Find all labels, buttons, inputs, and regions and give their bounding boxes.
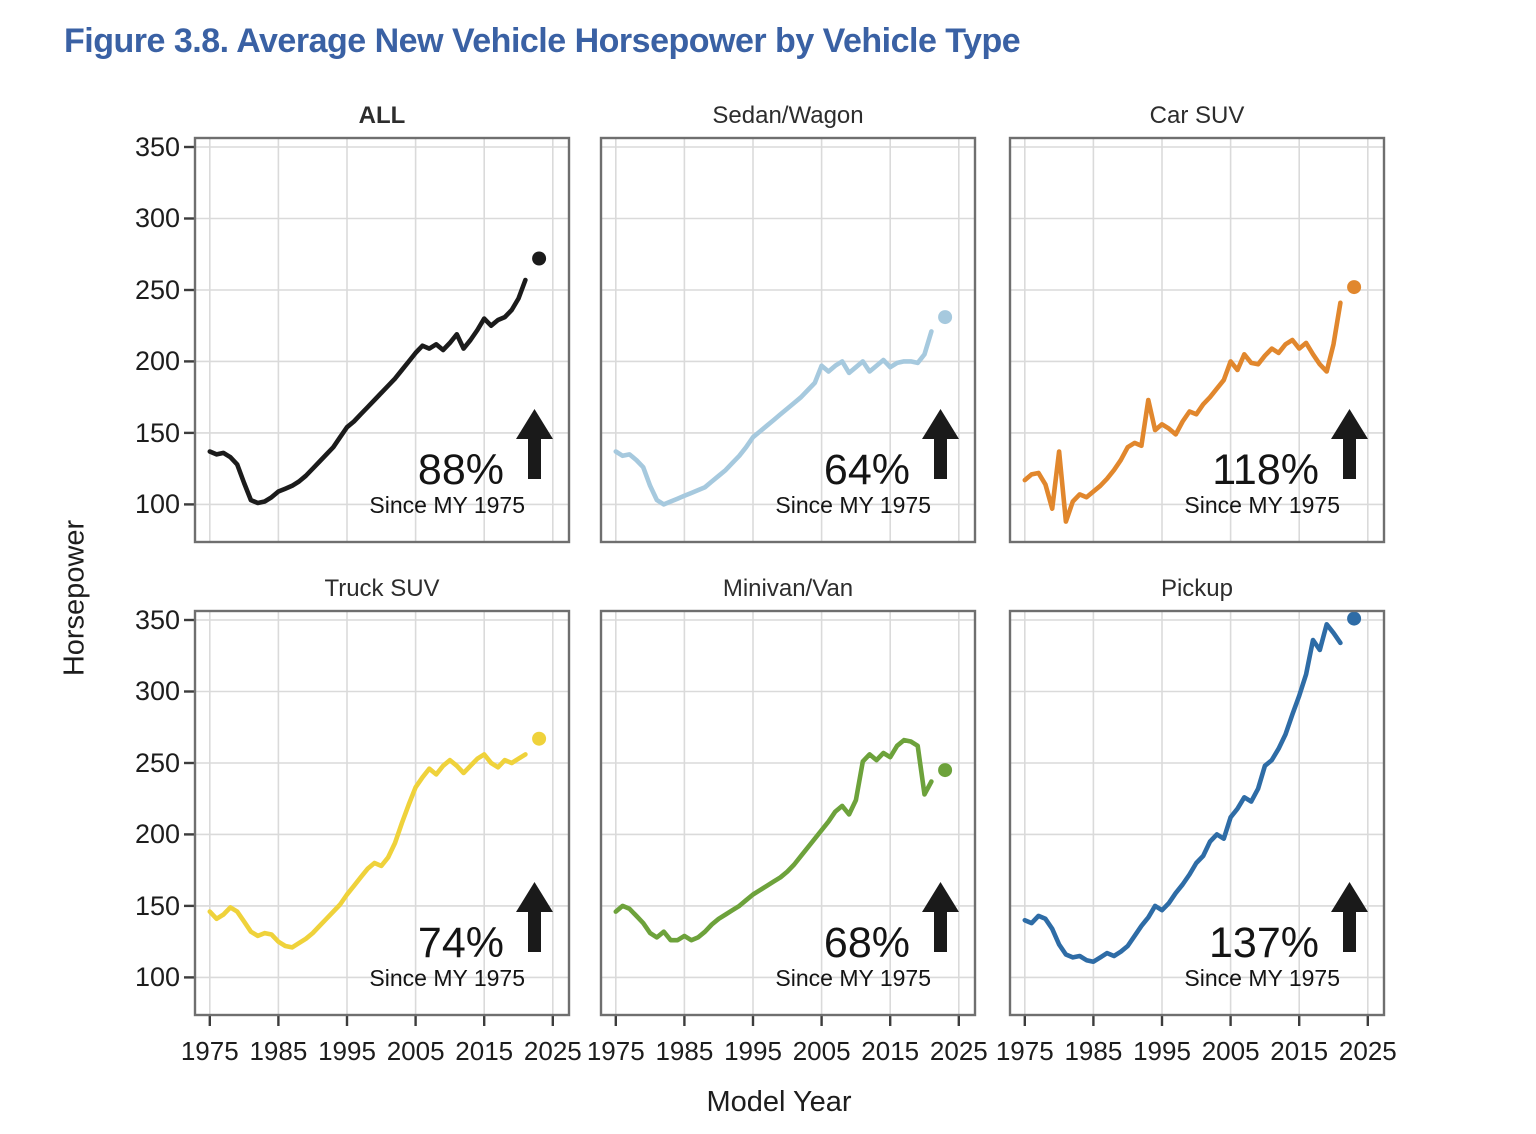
since-my1975-label: Since MY 1975 [1184,492,1340,518]
increase-arrow-icon [516,409,553,479]
x-tick-label: 1985 [1064,1036,1123,1066]
x-tick-label: 2015 [1270,1036,1329,1066]
series-line [1022,622,1343,965]
x-axis-title: Model Year [706,1086,852,1118]
panel-title: Pickup [1160,575,1234,602]
chart-panel-all: ALL 88% Since MY 1975 [184,102,571,544]
final-year-dot [532,251,547,266]
panel-title: Sedan/Wagon [712,102,864,129]
percent-change-label: 88% [417,446,504,494]
chart-panel-sedan-wagon: Sedan/Wagon 64% Since MY 1975 [599,102,977,544]
increase-arrow-icon [1331,409,1368,479]
car-suv-plot [1008,136,1386,544]
increase-arrow-icon [516,882,553,952]
x-tick-label: 2005 [792,1036,851,1066]
x-tick-label: 2025 [929,1036,988,1066]
x-tick-label: 1995 [318,1036,376,1066]
x-tick-label: 1975 [586,1036,645,1066]
panel-border [1008,136,1386,544]
y-tick-label: 200 [134,346,180,377]
panel-title: Car SUV [1149,102,1245,129]
series-line [207,277,528,506]
panel-border [193,136,571,544]
x-tick-label: 2015 [861,1036,920,1066]
y-tick-label: 150 [134,417,180,448]
y-tick-label: 350 [134,132,180,162]
figure-title: Figure 3.8. Average New Vehicle Horsepow… [64,22,1021,60]
chart-panel-minivan-van: Minivan/Van 68% Since MY 1975 [599,575,977,1026]
x-tick-label: 2015 [455,1036,514,1066]
x-tick-label: 2025 [1338,1036,1397,1066]
final-year-dot [938,310,953,325]
final-year-dot [1347,611,1362,626]
final-year-dot [938,763,953,778]
increase-arrow-icon [1331,882,1368,952]
series-line [1022,300,1343,524]
y-tick-label: 250 [134,274,180,305]
x-tick-label: 2005 [1201,1036,1260,1066]
x-tick-label: 1975 [995,1036,1054,1066]
panel-border [599,136,977,544]
series-line [613,737,934,943]
panel-border [1008,609,1386,1017]
series-line [207,752,528,950]
panel-title: ALL [358,102,406,129]
increase-arrow-icon [922,409,959,479]
x-tick-label: 1985 [249,1036,308,1066]
chart-panel-truck-suv: Truck SUV 74% Since MY 1975 [184,575,571,1026]
x-tick-label: 1995 [1133,1036,1191,1066]
y-tick-label: 100 [134,962,180,993]
x-tick-label: 1985 [655,1036,714,1066]
y-tick-label: 200 [134,819,180,850]
percent-change-label: 74% [417,919,504,967]
x-tick-label: 1995 [724,1036,782,1066]
series-line [613,329,934,507]
y-axis-title: Horsepower [58,519,91,677]
percent-change-label: 68% [823,919,910,967]
panel-title: Minivan/Van [722,575,854,602]
all-plot [184,136,571,544]
since-my1975-label: Since MY 1975 [1184,965,1340,991]
y-tick-label: 100 [134,489,180,520]
since-my1975-label: Since MY 1975 [775,965,931,991]
panel-border [193,609,571,1017]
x-tick-label: 2005 [386,1036,445,1066]
minivan-van-plot [599,609,977,1026]
since-my1975-label: Since MY 1975 [775,492,931,518]
percent-change-label: 64% [823,446,910,494]
chart-panel-pickup: Pickup 137% Since MY 1975 [1008,575,1386,1026]
panel-title: Truck SUV [324,575,440,602]
chart-panel-car-suv: Car SUV 118% Since MY 1975 [1008,102,1386,544]
y-tick-label: 250 [134,747,180,778]
percent-change-label: 137% [1209,919,1319,967]
sedan-wagon-plot [599,136,977,544]
y-tick-label: 300 [134,203,180,234]
panel-border [599,609,977,1017]
pickup-plot [1008,609,1386,1026]
y-tick-label: 350 [134,605,180,635]
final-year-dot [1347,280,1362,295]
since-my1975-label: Since MY 1975 [369,965,525,991]
since-my1975-label: Since MY 1975 [369,492,525,518]
x-tick-label: 2025 [523,1036,582,1066]
final-year-dot [532,731,547,746]
x-tick-label: 1975 [180,1036,239,1066]
percent-change-label: 118% [1212,446,1319,494]
y-tick-label: 150 [134,890,180,921]
y-tick-label: 300 [134,676,180,707]
increase-arrow-icon [922,882,959,952]
truck-suv-plot [184,609,571,1026]
